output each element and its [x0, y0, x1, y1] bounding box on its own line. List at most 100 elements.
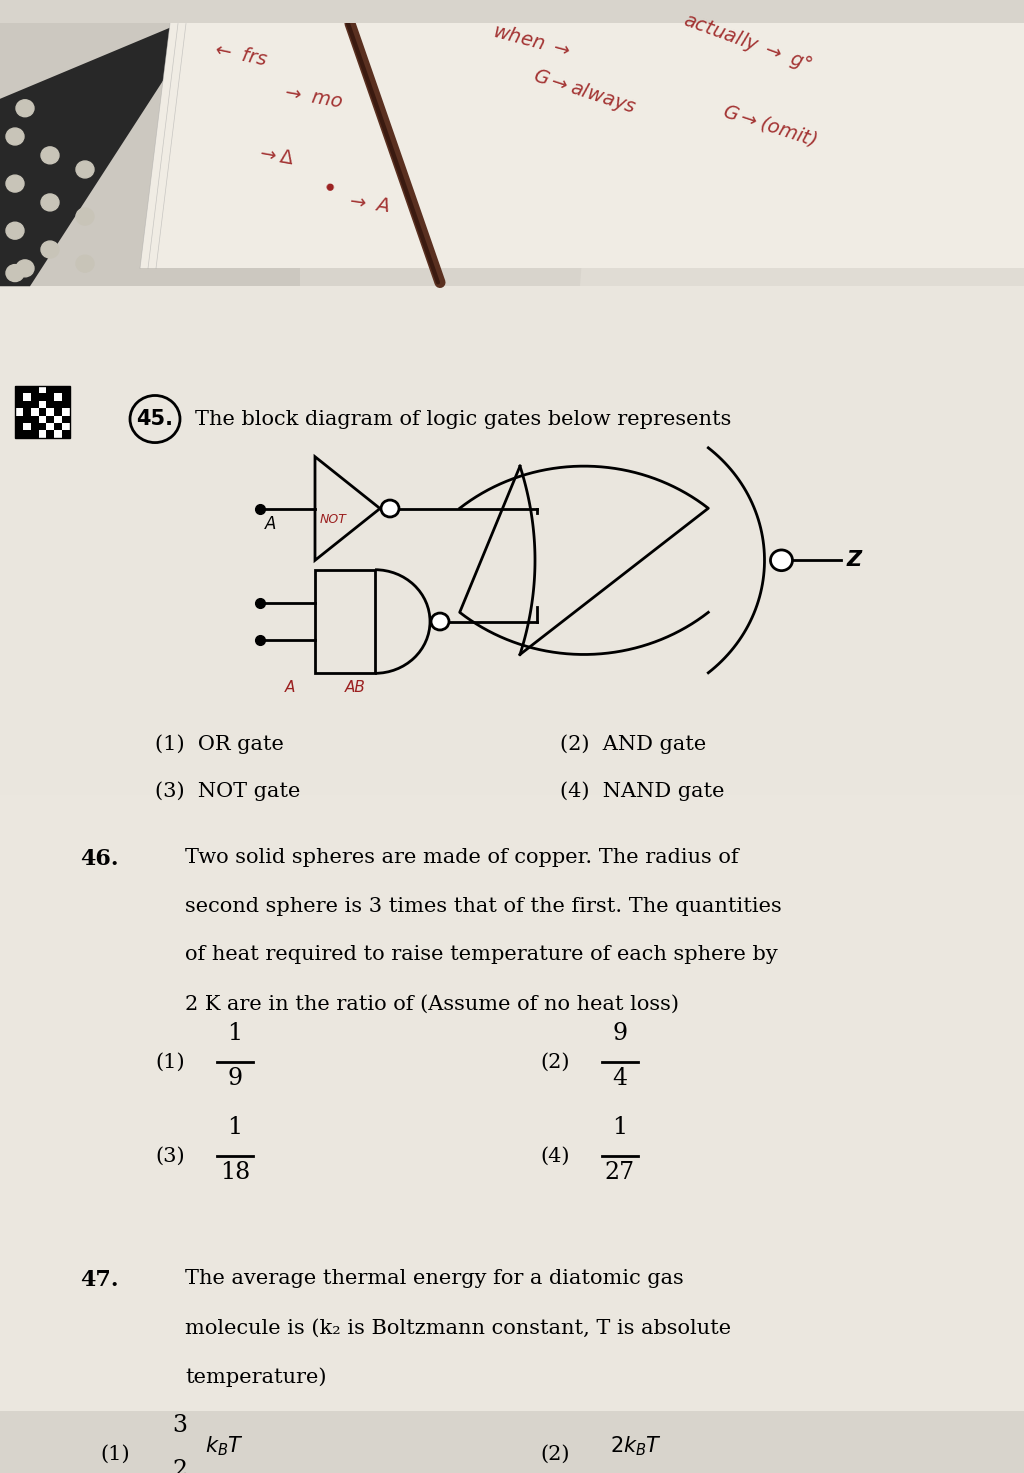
- Circle shape: [41, 194, 59, 211]
- Text: $\rightarrow$ mo: $\rightarrow$ mo: [280, 82, 344, 112]
- Text: (2)  AND gate: (2) AND gate: [560, 735, 707, 754]
- Bar: [54, 401, 62, 408]
- Bar: [15, 415, 23, 423]
- Text: (3): (3): [155, 1147, 184, 1167]
- Bar: [0, 795, 1024, 823]
- Circle shape: [41, 147, 59, 164]
- Bar: [31, 386, 39, 393]
- Polygon shape: [0, 24, 1024, 286]
- Bar: [62, 401, 70, 408]
- Bar: [15, 386, 23, 393]
- Circle shape: [6, 222, 24, 239]
- Bar: [31, 393, 39, 401]
- Text: 9: 9: [227, 1066, 243, 1090]
- Bar: [0, 569, 1024, 597]
- Bar: [62, 386, 70, 393]
- Bar: [0, 597, 1024, 625]
- Bar: [54, 408, 62, 415]
- Bar: [23, 386, 31, 393]
- Text: $\bullet$: $\bullet$: [319, 172, 336, 197]
- Bar: [0, 682, 1024, 710]
- Text: (2): (2): [540, 1445, 569, 1464]
- Bar: [0, 427, 1024, 455]
- Bar: [0, 710, 1024, 738]
- Text: $\rightarrow \Delta$: $\rightarrow \Delta$: [255, 143, 297, 169]
- Bar: [31, 401, 39, 408]
- Text: 1: 1: [612, 1117, 628, 1140]
- Bar: [15, 386, 70, 437]
- Text: 47.: 47.: [80, 1270, 119, 1292]
- Bar: [0, 399, 1024, 427]
- Text: of heat required to raise temperature of each sphere by: of heat required to raise temperature of…: [185, 946, 778, 965]
- Bar: [39, 408, 46, 415]
- Bar: [31, 415, 39, 423]
- Circle shape: [381, 499, 399, 517]
- Bar: [0, 455, 1024, 485]
- Circle shape: [16, 100, 34, 116]
- Circle shape: [6, 175, 24, 191]
- Bar: [54, 423, 62, 430]
- Text: (1)  OR gate: (1) OR gate: [155, 735, 284, 754]
- Text: (2): (2): [540, 1053, 569, 1072]
- Bar: [54, 386, 62, 393]
- Bar: [46, 430, 54, 437]
- Text: 1: 1: [227, 1117, 243, 1140]
- Bar: [0, 738, 1024, 766]
- Bar: [62, 393, 70, 401]
- Bar: [46, 393, 54, 401]
- Text: 9: 9: [612, 1022, 628, 1046]
- Circle shape: [6, 265, 24, 281]
- Text: 18: 18: [220, 1161, 250, 1184]
- Text: actually $\rightarrow$ g°: actually $\rightarrow$ g°: [680, 9, 815, 77]
- Circle shape: [76, 255, 94, 273]
- Bar: [39, 393, 46, 401]
- Circle shape: [16, 259, 34, 277]
- Text: $\rightarrow$ A: $\rightarrow$ A: [345, 191, 391, 217]
- Circle shape: [76, 208, 94, 225]
- Bar: [0, 654, 1024, 682]
- Text: (1): (1): [100, 1445, 130, 1464]
- Bar: [0, 286, 1024, 315]
- Bar: [15, 401, 23, 408]
- Text: $2k_BT$: $2k_BT$: [610, 1435, 663, 1458]
- Text: temperature): temperature): [185, 1367, 327, 1388]
- Circle shape: [76, 161, 94, 178]
- Text: (4)  NAND gate: (4) NAND gate: [560, 782, 725, 801]
- Text: (3)  NOT gate: (3) NOT gate: [155, 782, 300, 801]
- Bar: [0, 625, 1024, 654]
- Bar: [0, 823, 1024, 851]
- Text: 27: 27: [605, 1161, 635, 1184]
- Bar: [15, 430, 23, 437]
- Circle shape: [41, 242, 59, 258]
- Circle shape: [431, 613, 449, 630]
- Bar: [0, 766, 1024, 795]
- Bar: [46, 401, 54, 408]
- Text: (1): (1): [155, 1053, 184, 1072]
- Bar: [31, 430, 39, 437]
- Circle shape: [6, 128, 24, 144]
- Text: 1: 1: [227, 1022, 243, 1046]
- Text: The average thermal energy for a diatomic gas: The average thermal energy for a diatomi…: [185, 1270, 684, 1289]
- Bar: [46, 386, 54, 393]
- Text: 3: 3: [172, 1414, 187, 1438]
- Text: $G\rightarrow$always: $G\rightarrow$always: [530, 63, 639, 119]
- Text: A: A: [285, 681, 295, 695]
- Bar: [23, 415, 31, 423]
- Text: AB: AB: [345, 681, 366, 695]
- Bar: [0, 286, 1024, 1411]
- Text: NOT: NOT: [319, 513, 347, 526]
- Polygon shape: [0, 24, 200, 286]
- Text: A: A: [265, 516, 276, 533]
- Text: Z: Z: [847, 551, 861, 570]
- Text: 2 K are in the ratio of (Assume of no heat loss): 2 K are in the ratio of (Assume of no he…: [185, 994, 679, 1013]
- Bar: [23, 408, 31, 415]
- Text: when $\rightarrow$: when $\rightarrow$: [490, 22, 572, 60]
- Circle shape: [770, 549, 793, 570]
- Polygon shape: [300, 24, 1024, 286]
- Text: 46.: 46.: [80, 847, 119, 869]
- Text: 4: 4: [612, 1066, 628, 1090]
- Bar: [0, 343, 1024, 371]
- Bar: [62, 415, 70, 423]
- Polygon shape: [580, 24, 1024, 286]
- Bar: [0, 371, 1024, 399]
